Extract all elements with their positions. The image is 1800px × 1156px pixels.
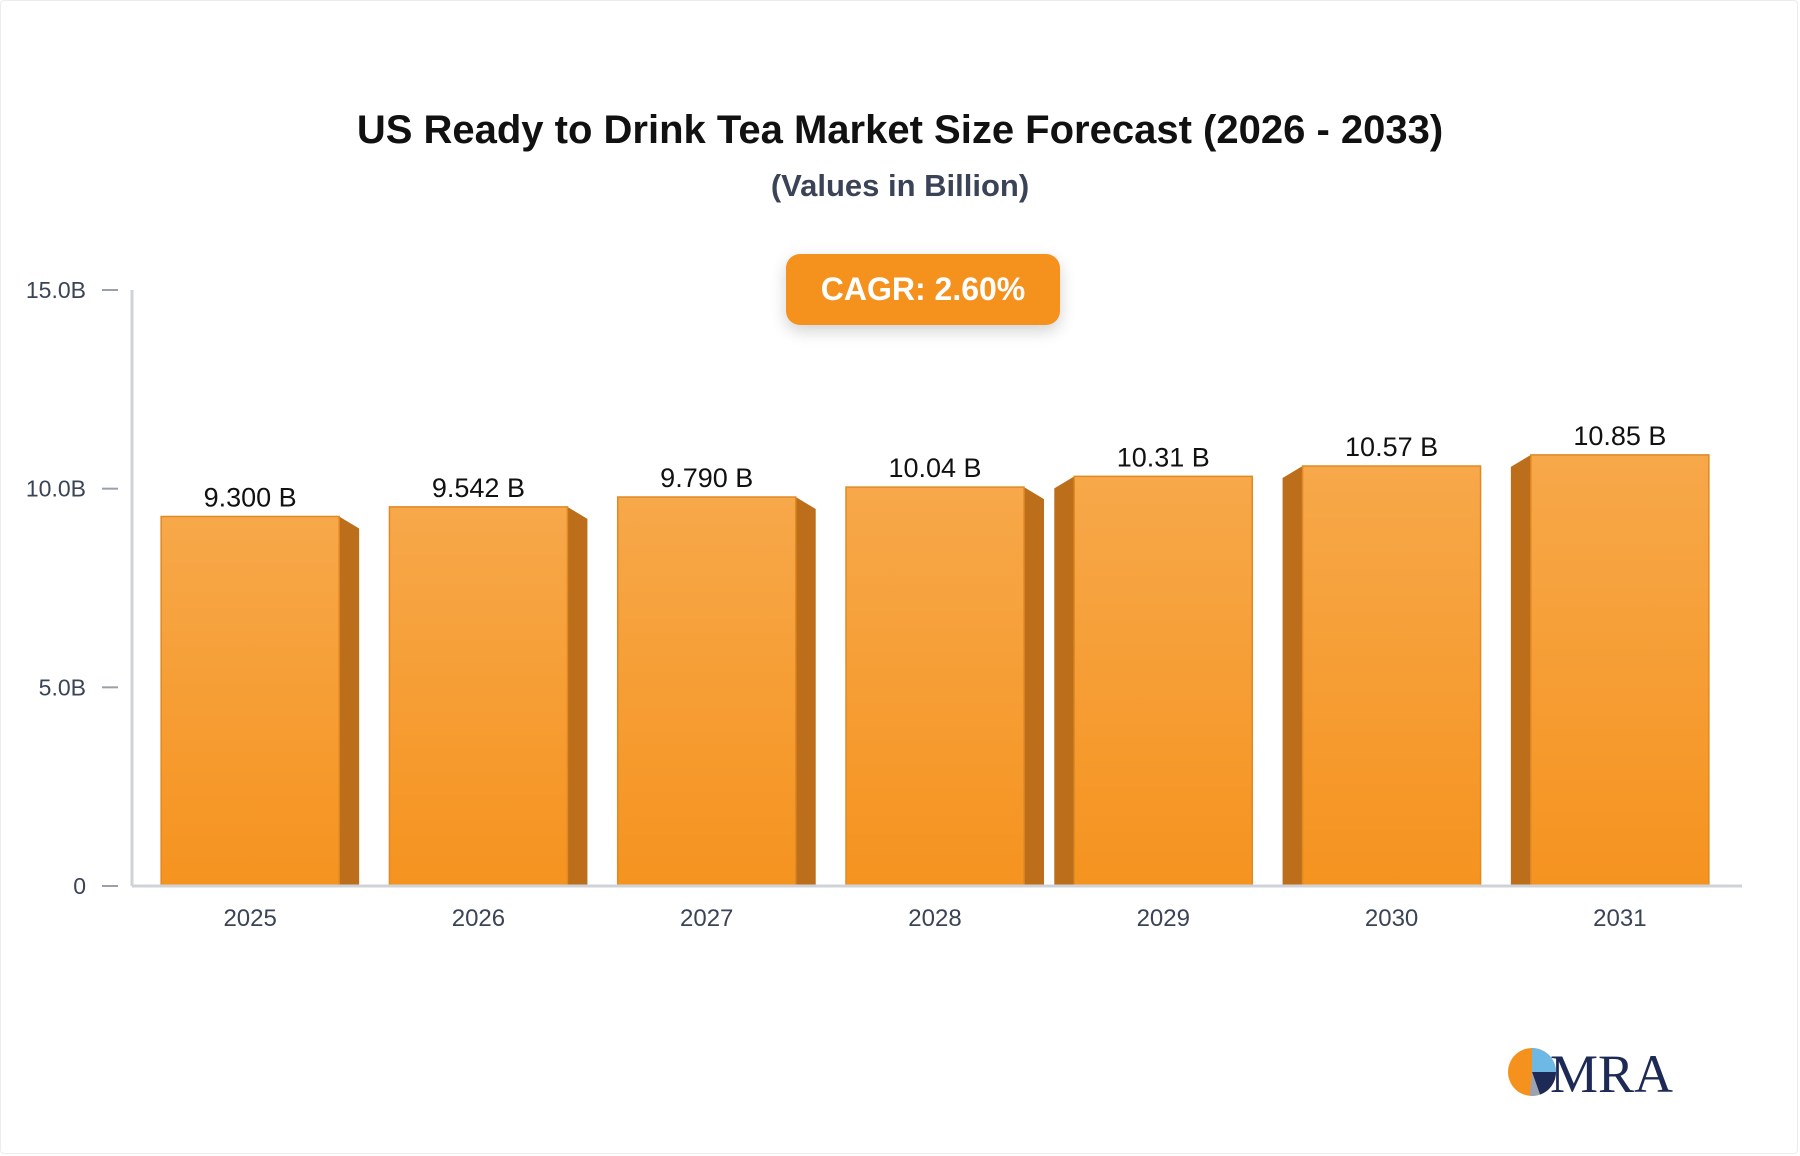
bar-2031: 10.85 B [1510,421,1710,887]
bars: 9.300 B 9.542 B 9.790 B 10.04 B 10.31 B 10.57… [160,421,1710,887]
data-label: 10.31 B [1117,442,1210,472]
y-tick-label: 5.0B [39,674,86,700]
y-tick-label: 0 [73,873,86,899]
bar-side [1024,487,1044,886]
data-label: 10.85 B [1573,421,1666,451]
data-label: 9.542 B [432,473,525,503]
bar-2028: 10.04 B [845,453,1044,887]
bar-side [1054,476,1075,886]
bar-side [1510,454,1531,886]
bar-2030: 10.57 B [1282,432,1482,887]
x-tick-label: 2030 [1365,905,1418,932]
pie-logo-icon [1508,1048,1556,1096]
bar-face [616,496,797,887]
bar-side [339,516,360,886]
y-axis: 0 5.0B 10.0B 15.0B [26,277,134,899]
bar-2025: 9.300 B [160,482,360,887]
data-label: 9.790 B [660,463,753,493]
x-tick-label: 2031 [1593,905,1646,932]
y-tick-label: 15.0B [26,277,86,303]
bar-side [1282,466,1303,886]
bar-face [1301,465,1482,887]
data-label: 10.04 B [888,453,981,483]
bar-side [567,506,588,886]
mra-logo: MRA [1508,1044,1673,1100]
bar-face [388,506,569,887]
cagr-badge: CAGR: 2.60% [786,254,1060,325]
bar-side [795,497,816,886]
bar-face [160,515,340,887]
x-tick-label: 2026 [452,905,505,932]
logo-text: MRA [1550,1044,1673,1100]
chart-subtitle: (Values in Billion) [770,168,1030,203]
chart-title: US Ready to Drink Tea Market Size Foreca… [356,108,1444,152]
bar-2029: 10.31 B [1054,442,1254,887]
bar-2026: 9.542 B [388,473,588,887]
data-label: 9.300 B [204,482,297,512]
bar-face [1530,454,1710,887]
bar-2027: 9.790 B [616,463,816,887]
x-axis: 2025 2026 2027 2028 2029 2030 2031 [132,884,1742,932]
y-tick-label: 10.0B [26,476,86,502]
x-tick-label: 2027 [680,905,733,932]
x-tick-label: 2029 [1137,905,1190,932]
bar-face [1073,475,1254,887]
bar-face [845,486,1025,887]
data-label: 10.57 B [1345,432,1438,462]
x-tick-label: 2025 [223,905,276,932]
x-tick-label: 2028 [908,905,961,932]
